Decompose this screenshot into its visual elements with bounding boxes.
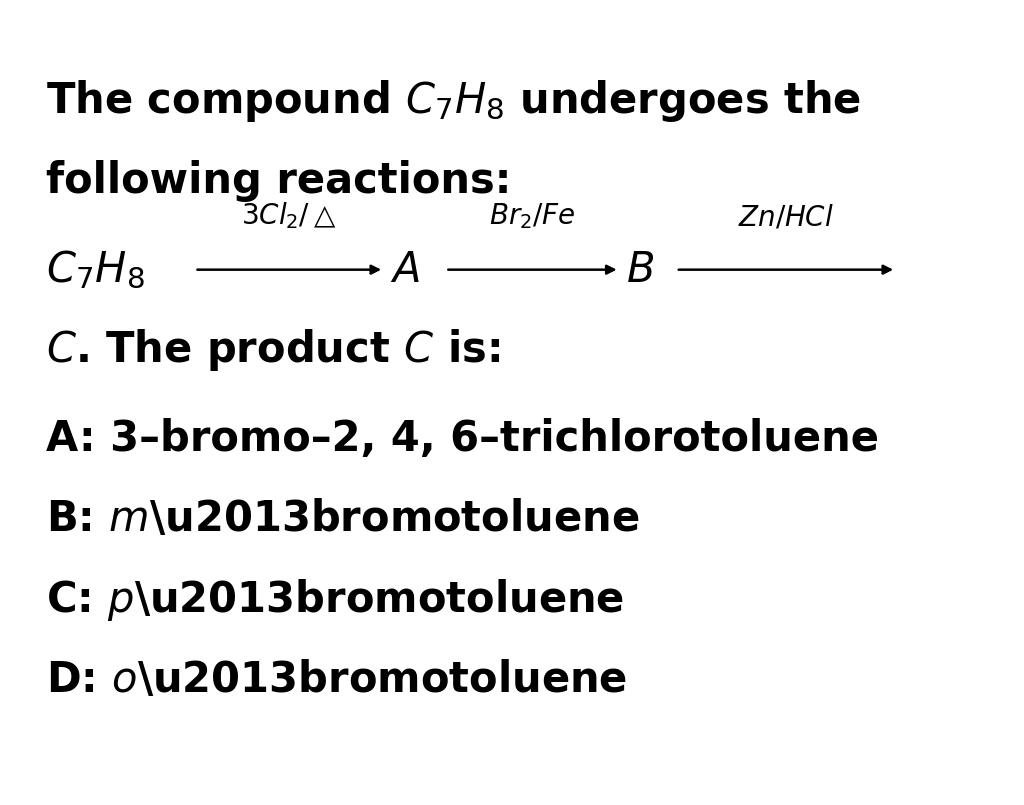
Text: following reactions:: following reactions: — [46, 160, 511, 202]
Text: $\it{C}_7\it{H}_8$: $\it{C}_7\it{H}_8$ — [46, 249, 144, 291]
Text: $\it{Br}_2\it{/Fe}$: $\it{Br}_2\it{/Fe}$ — [489, 201, 575, 231]
Text: $\it{3Cl}_2\it{/\triangle}$: $\it{3Cl}_2\it{/\triangle}$ — [242, 200, 337, 231]
Text: D: $\it{o}$\u2013bromotoluene: D: $\it{o}$\u2013bromotoluene — [46, 659, 628, 701]
Text: C: $\it{p}$\u2013bromotoluene: C: $\it{p}$\u2013bromotoluene — [46, 576, 625, 623]
Text: A: 3–bromo–2, 4, 6–trichlorotoluene: A: 3–bromo–2, 4, 6–trichlorotoluene — [46, 418, 879, 460]
Text: $\it{Zn/HCl}$: $\it{Zn/HCl}$ — [738, 203, 834, 231]
Text: B: $\it{m}$\u2013bromotoluene: B: $\it{m}$\u2013bromotoluene — [46, 498, 640, 540]
Text: The compound $\it{C}_7\it{H}_8$ undergoes the: The compound $\it{C}_7\it{H}_8$ undergoe… — [46, 77, 861, 124]
Text: $\it{C}$. The product $\it{C}$ is:: $\it{C}$. The product $\it{C}$ is: — [46, 327, 500, 374]
Text: $\it{A}$: $\it{A}$ — [389, 249, 420, 291]
Text: $\it{B}$: $\it{B}$ — [626, 249, 654, 291]
